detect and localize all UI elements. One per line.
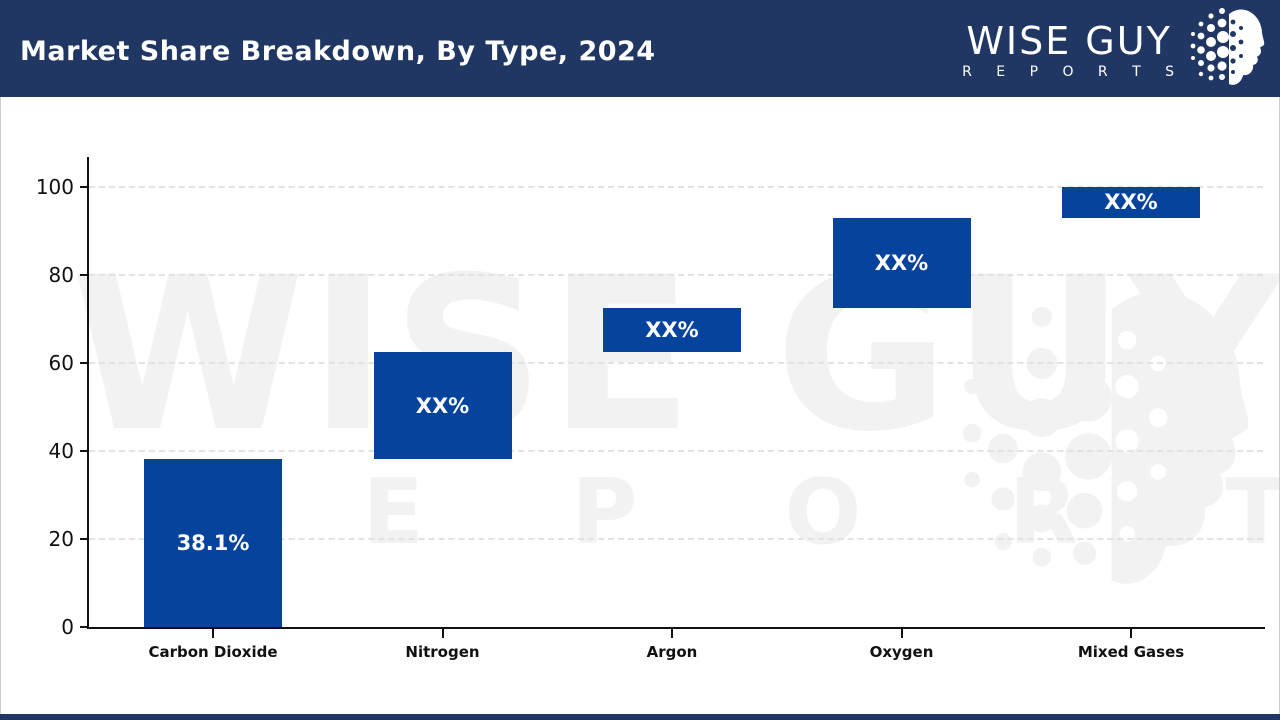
bar-value-label: XX%: [645, 318, 699, 342]
x-category-label: Mixed Gases: [1077, 643, 1185, 661]
y-tick-label-40: 40: [48, 439, 74, 463]
brand-subtitle: R E P O R T S: [962, 63, 1184, 80]
y-tick-label-20: 20: [48, 527, 74, 551]
bar-nitrogen: XX%: [373, 352, 512, 460]
brand-name: WISE GUY: [966, 18, 1172, 63]
x-category-label: Carbon Dioxide: [148, 643, 278, 661]
y-tick-60: [80, 362, 89, 364]
y-tick-label-100: 100: [35, 175, 74, 199]
x-category-label: Argon: [646, 643, 698, 661]
header-bar: Market Share Breakdown, By Type, 2024 WI…: [0, 0, 1280, 97]
bar-mixed-gases: XX%: [1062, 187, 1200, 218]
gridline-80: [89, 274, 1263, 276]
x-tick-4: [1130, 629, 1132, 638]
page-title: Market Share Breakdown, By Type, 2024: [20, 36, 656, 67]
x-tick-0: [212, 629, 214, 638]
y-tick-80: [80, 274, 89, 276]
footer-bar: [0, 714, 1280, 720]
y-tick-40: [80, 450, 89, 452]
bar-value-label: XX%: [415, 393, 470, 418]
gridline-60: [89, 362, 1263, 364]
y-tick-0: [80, 626, 89, 628]
y-tick-100: [80, 186, 89, 188]
bar-carbon-dioxide: 38.1%: [144, 459, 282, 627]
x-category-label: Nitrogen: [405, 643, 480, 661]
bar-oxygen: XX%: [832, 217, 971, 308]
y-tick-label-80: 80: [48, 263, 74, 287]
x-tick-1: [441, 629, 444, 638]
brand-logo-text: WISE GUY R E P O R T S: [954, 19, 1184, 80]
y-tick-20: [80, 538, 89, 540]
chart-canvas: WISE GUY R E P O R T S 02040608010038.1%…: [0, 97, 1280, 714]
head-profile-icon: [1186, 4, 1266, 94]
x-tick-2: [671, 629, 673, 638]
brand-logo: WISE GUY R E P O R T S: [954, 6, 1266, 92]
gridline-100: [89, 186, 1263, 188]
bar-value-label: XX%: [874, 250, 929, 275]
x-category-label: Oxygen: [869, 643, 934, 661]
x-axis-line: [87, 627, 1265, 629]
y-axis-line: [87, 157, 89, 629]
x-tick-3: [900, 629, 903, 638]
y-tick-label-0: 0: [61, 615, 74, 639]
bar-argon: XX%: [603, 308, 741, 352]
bar-value-label: 38.1%: [176, 531, 250, 556]
y-tick-label-60: 60: [48, 351, 74, 375]
watermark-head-icon: [945, 227, 1255, 651]
gridline-40: [89, 450, 1263, 452]
gridline-20: [89, 538, 1263, 540]
bar-value-label: XX%: [1104, 190, 1158, 215]
watermark-line1: WISE GUY: [71, 231, 1280, 478]
